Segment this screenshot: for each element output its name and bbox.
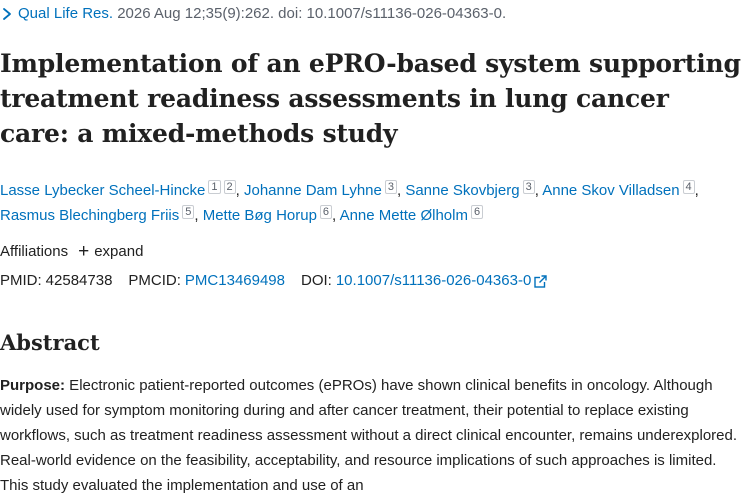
chevron-right-icon[interactable] (0, 7, 14, 21)
identifiers-row: PMID: 42584738 PMCID: PMC13469498 DOI: 1… (0, 270, 563, 292)
pmcid-link[interactable]: PMC13469498 (184, 272, 285, 289)
affiliations-label: Affiliations (0, 243, 69, 260)
external-link-icon[interactable] (534, 274, 548, 288)
author-item: Rasmus Blechingberg Friis 5 (0, 205, 195, 224)
author-link[interactable]: Anne Skov Villadsen (542, 182, 680, 199)
author-link[interactable]: Sanne Skovbjerg (405, 182, 520, 199)
author-separator: , (235, 182, 244, 199)
author-link[interactable]: Mette Bøg Horup (202, 207, 317, 224)
pmid-value: 42584738 (45, 272, 113, 289)
journal-link[interactable]: Qual Life Res. (18, 5, 114, 22)
expand-label: expand (94, 243, 144, 260)
author-item: Anne Skov Villadsen 4 (542, 180, 695, 199)
author-item: Johanne Dam Lyhne 3 (243, 180, 397, 199)
affiliation-ref[interactable]: 5 (182, 205, 195, 219)
citation-details-text: 2026 Aug 12;35(9):262. doi: 10.1007/s111… (117, 5, 507, 22)
author-separator: , (694, 182, 699, 199)
author-link[interactable]: Johanne Dam Lyhne (243, 182, 382, 199)
pmcid-group: PMCID: PMC13469498 (128, 270, 285, 292)
affiliation-ref[interactable]: 3 (522, 180, 535, 194)
affiliations-expand-button[interactable]: + expand (78, 241, 143, 263)
author-separator: , (332, 207, 340, 224)
author-item: Lasse Lybecker Scheel-Hincke 1 2 (0, 180, 236, 199)
author-link[interactable]: Lasse Lybecker Scheel-Hincke (0, 182, 206, 199)
article-title: Implementation of an ePRO-based system s… (0, 49, 741, 148)
author-item: Sanne Skovbjerg 3 (405, 180, 535, 199)
pmcid-label: PMCID: (128, 272, 181, 289)
abstract-body: Purpose: Electronic patient-reported out… (0, 373, 748, 498)
doi-label: DOI: (301, 272, 332, 289)
affiliation-ref[interactable]: 6 (470, 205, 484, 219)
author-separator: , (396, 182, 406, 199)
author-item: Anne Mette Ølholm 6 (339, 205, 484, 224)
purpose-text: Electronic patient-reported outcomes (eP… (0, 377, 738, 494)
abstract-heading: Abstract (0, 330, 100, 355)
affiliations-row: Affiliations + expand (0, 241, 143, 263)
pmid-label: PMID: (0, 272, 42, 289)
doi-link[interactable]: 10.1007/s11136-026-04363-0 (336, 270, 531, 292)
author-list: Lasse Lybecker Scheel-Hincke 1 2, Johanne … (0, 178, 748, 228)
author-separator: , (534, 182, 543, 199)
doi-group: DOI: 10.1007/s11136-026-04363-0 (301, 270, 548, 292)
affiliation-ref[interactable]: 6 (319, 205, 333, 219)
author-separator: , (194, 207, 203, 224)
affiliation-ref[interactable]: 1 (208, 180, 221, 194)
author-link[interactable]: Anne Mette Ølholm (339, 207, 468, 224)
purpose-label: Purpose: (0, 377, 66, 394)
plus-icon: + (78, 241, 90, 262)
author-link[interactable]: Rasmus Blechingberg Friis (0, 207, 180, 224)
author-item: Mette Bøg Horup 6 (202, 205, 333, 224)
citation-line: Qual Life Res. 2026 Aug 12;35(9):262. do… (0, 4, 506, 24)
doi-link-text: 10.1007/s11136-026-04363-0 (335, 272, 532, 289)
affiliation-ref[interactable]: 3 (384, 180, 397, 194)
affiliation-ref[interactable]: 2 (223, 180, 236, 194)
pmid-group: PMID: 42584738 (0, 270, 112, 292)
affiliation-ref[interactable]: 4 (682, 180, 695, 194)
citation-details: 2026 Aug 12;35(9):262. doi: 10.1007/s111… (113, 4, 506, 24)
